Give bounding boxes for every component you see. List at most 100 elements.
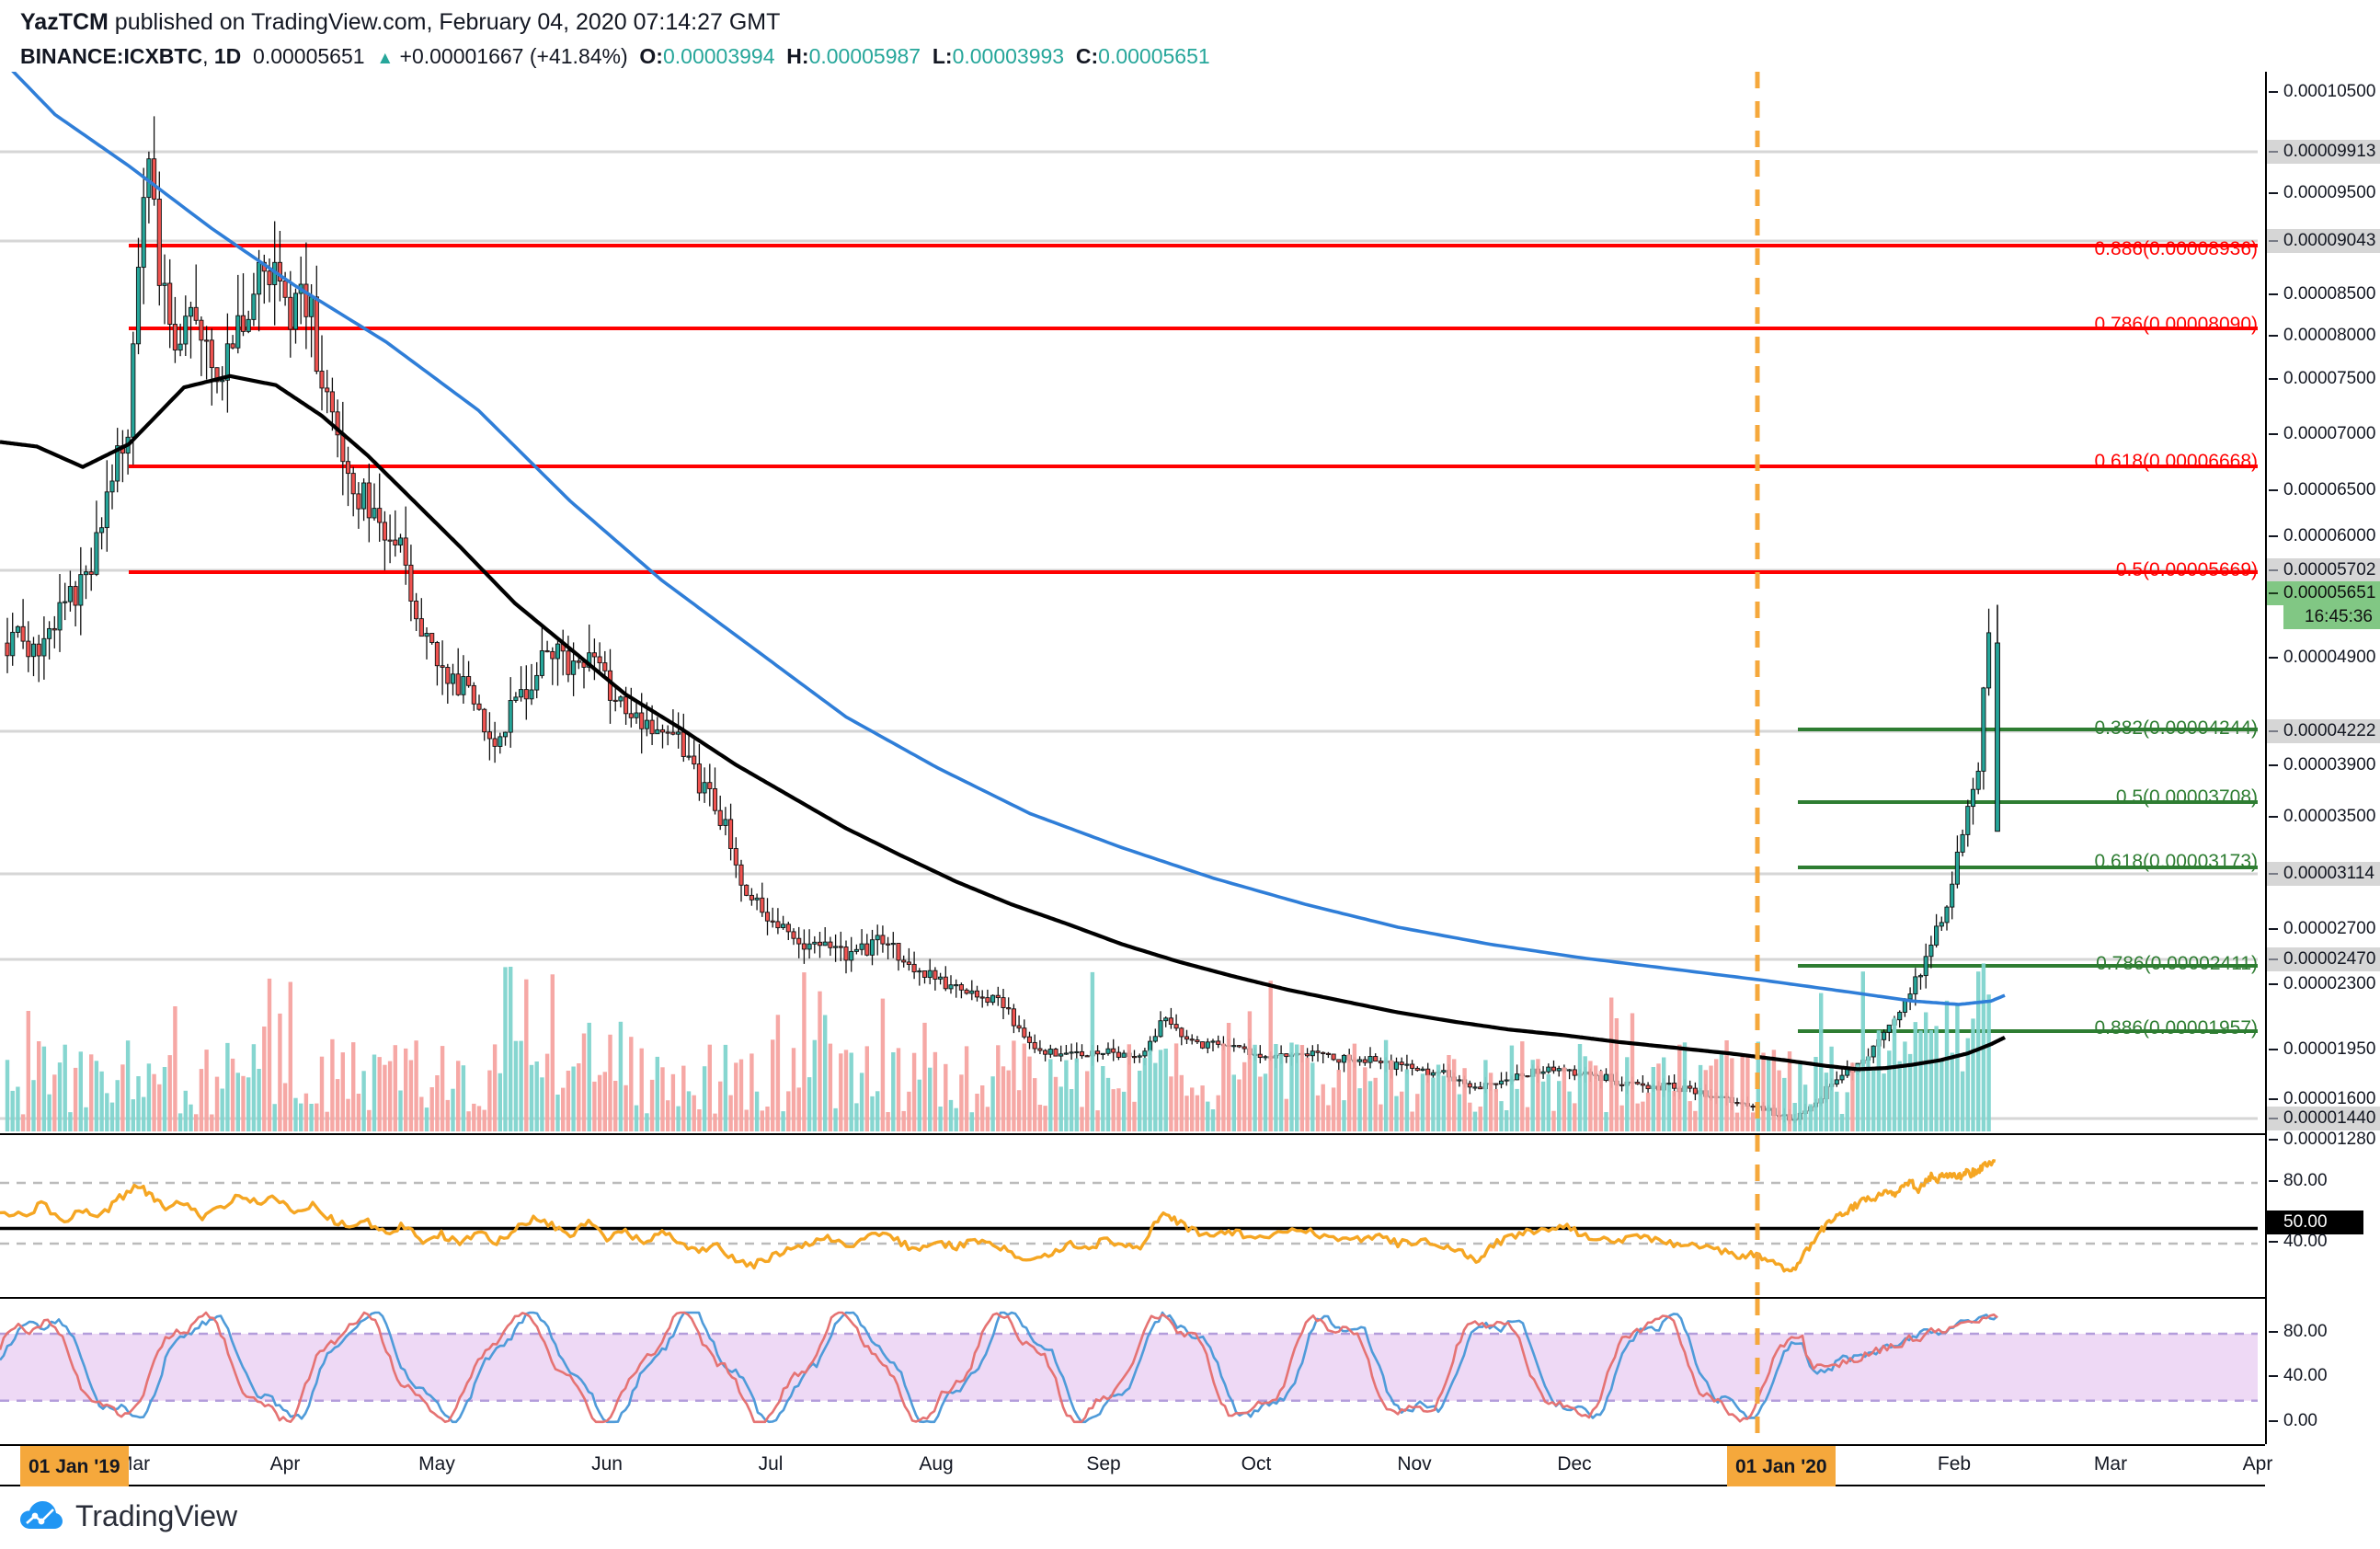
tick-dash-icon (2269, 192, 2278, 194)
time-axis[interactable]: Mar Apr May Jun Jul Aug Sep Oct Nov Dec Feb Mar Apr 0… (0, 1444, 2272, 1488)
main-price-panel[interactable] (0, 72, 2265, 1131)
tick-dash-icon (2269, 535, 2278, 537)
price-axis-tick: 0.00005651 (2267, 581, 2380, 605)
tradingview-wordmark: TradingView (75, 1499, 238, 1532)
price-axis-tick-label: 50.00 (2283, 1212, 2328, 1232)
price-axis-tick: 0.00010500 (2267, 80, 2375, 104)
fibonacci-level-label: 0.5(0.00005669) (2115, 559, 2258, 580)
price-axis-tick-label: 0.00009043 (2283, 231, 2376, 250)
volume-series (5, 963, 1991, 1131)
price-axis-tick: 40.00 (2267, 1230, 2328, 1254)
tick-dash-icon (2269, 1331, 2278, 1333)
tick-dash-icon (2269, 378, 2278, 380)
symbol-label[interactable]: BINANCE:ICXBTC (20, 44, 203, 68)
price-axis-tick-label: 0.00009913 (2283, 142, 2376, 161)
price-axis-tick: 40.00 (2267, 1364, 2328, 1388)
price-axis-tick: 0.00003114 (2267, 862, 2380, 886)
timeframe-label[interactable]: 1D (213, 44, 242, 68)
price-axis-tick-label: 0.00006000 (2283, 526, 2376, 545)
high-key: H: (786, 44, 809, 68)
tick-dash-icon (2269, 657, 2278, 659)
tick-dash-icon (2269, 983, 2278, 985)
tick-dash-icon (2269, 335, 2278, 337)
stochastic-panel[interactable] (0, 1297, 2265, 1444)
price-axis-tick-label: 0.00001600 (2283, 1089, 2376, 1108)
rsi-panel[interactable] (0, 1133, 2265, 1295)
fibonacci-level-label: 0.786(0.00008090) (2094, 314, 2259, 335)
price-axis-tick-label: 0.00007000 (2283, 424, 2376, 443)
candlestick-series (5, 116, 2000, 1125)
price-axis-tick: 0.00009043 (2267, 229, 2380, 253)
high-value: 0.00005987 (808, 44, 921, 68)
tick-dash-icon (2269, 1222, 2278, 1223)
close-value: 0.00005651 (1098, 44, 1210, 68)
price-axis-tick: 0.00001280 (2267, 1128, 2375, 1152)
fibonacci-level-label: 0.5(0.00003708) (2115, 786, 2258, 808)
tick-dash-icon (2269, 240, 2278, 242)
price-axis-tick-label: 0.00001950 (2283, 1039, 2376, 1059)
stochastic-chart-canvas[interactable] (0, 1299, 2265, 1444)
tick-dash-icon (2269, 1098, 2278, 1100)
rsi-chart-canvas[interactable] (0, 1135, 2265, 1295)
time-axis-label: Apr (2242, 1453, 2273, 1474)
time-axis-label: Jun (591, 1453, 623, 1474)
price-axis-tick: 0.00009913 (2267, 140, 2380, 164)
time-axis-label: May (418, 1453, 455, 1474)
price-axis-tick-label: 80.00 (2283, 1322, 2328, 1341)
price-axis-tick-label: 0.00005651 (2283, 583, 2376, 602)
stochastic-band (0, 1334, 2258, 1401)
price-axis-tick: 0.00008000 (2267, 324, 2375, 348)
tick-dash-icon (2269, 928, 2278, 930)
tradingview-logo-icon (20, 1500, 63, 1529)
time-axis-label: Sep (1086, 1453, 1121, 1474)
tick-dash-icon (2269, 293, 2278, 295)
price-axis-tick-label: 40.00 (2283, 1232, 2328, 1251)
price-axis-tick-label: 0.00002470 (2283, 949, 2376, 969)
open-key: O: (639, 44, 663, 68)
price-axis-tick-label: 0.00008000 (2283, 326, 2376, 345)
price-axis-tick: 0.00003500 (2267, 805, 2375, 829)
time-axis-label: Oct (1241, 1453, 1272, 1474)
change-absolute: +0.00001667 (399, 44, 524, 68)
price-axis-tick: 0.00002470 (2267, 947, 2380, 971)
price-axis-tick: 0.00001600 (2267, 1087, 2375, 1111)
tick-dash-icon (2269, 873, 2278, 875)
price-axis-tick: 0.00009500 (2267, 181, 2375, 205)
stochastic-k-line (0, 1311, 1998, 1424)
tick-dash-icon (2269, 1420, 2278, 1422)
price-axis-tick: 0.00002700 (2267, 917, 2375, 941)
price-axis-tick: 0.00005702 (2267, 558, 2380, 582)
price-axis-tick-label: 0.00004222 (2283, 721, 2376, 740)
tradingview-brand[interactable]: TradingView (20, 1499, 237, 1533)
fibonacci-level-label: 0.618(0.00006668) (2094, 451, 2259, 472)
tick-dash-icon (2269, 764, 2278, 766)
price-axis-tick: 0.00007000 (2267, 422, 2375, 446)
price-axis-tick-label: 0.00 (2283, 1411, 2317, 1430)
tick-dash-icon (2269, 1180, 2278, 1182)
price-axis-tick-label: 80.00 (2283, 1171, 2328, 1190)
price-axis-tick: 0.00004222 (2267, 719, 2380, 743)
price-axis-tick: 0.00007500 (2267, 367, 2375, 391)
stochastic-d-line (0, 1311, 1998, 1424)
tick-dash-icon (2269, 433, 2278, 435)
price-axis-tick-label: 0.00003900 (2283, 755, 2376, 774)
tick-dash-icon (2269, 1118, 2278, 1119)
price-axis-tick-label: 0.00002700 (2283, 919, 2376, 938)
price-axis-tick-label: 0.00001440 (2283, 1108, 2376, 1128)
price-axis[interactable]: 0.00010500 0.00009913 0.00009500 0.00009043… (2265, 72, 2380, 1444)
tick-dash-icon (2269, 730, 2278, 732)
rsi-line (0, 1159, 1997, 1273)
price-chart-canvas[interactable] (0, 72, 2265, 1131)
price-axis-tick-label: 0.00008500 (2283, 284, 2376, 304)
price-axis-tick: 0.00008500 (2267, 282, 2375, 306)
symbol-header: BINANCE:ICXBTC, 1D 0.00005651 ▲ +0.00001… (20, 44, 1210, 68)
price-axis-tick-label: 0.00007500 (2283, 369, 2376, 388)
tick-dash-icon (2269, 1241, 2278, 1243)
footer: TradingView (0, 1486, 2380, 1549)
tick-dash-icon (2269, 958, 2278, 960)
up-arrow-icon: ▲ (376, 49, 395, 68)
low-key: L: (932, 44, 953, 68)
price-axis-tick: 0.00004900 (2267, 646, 2375, 670)
price-axis-tick: 0.00001950 (2267, 1038, 2375, 1061)
price-axis-tick-label: 0.00005702 (2283, 560, 2376, 579)
